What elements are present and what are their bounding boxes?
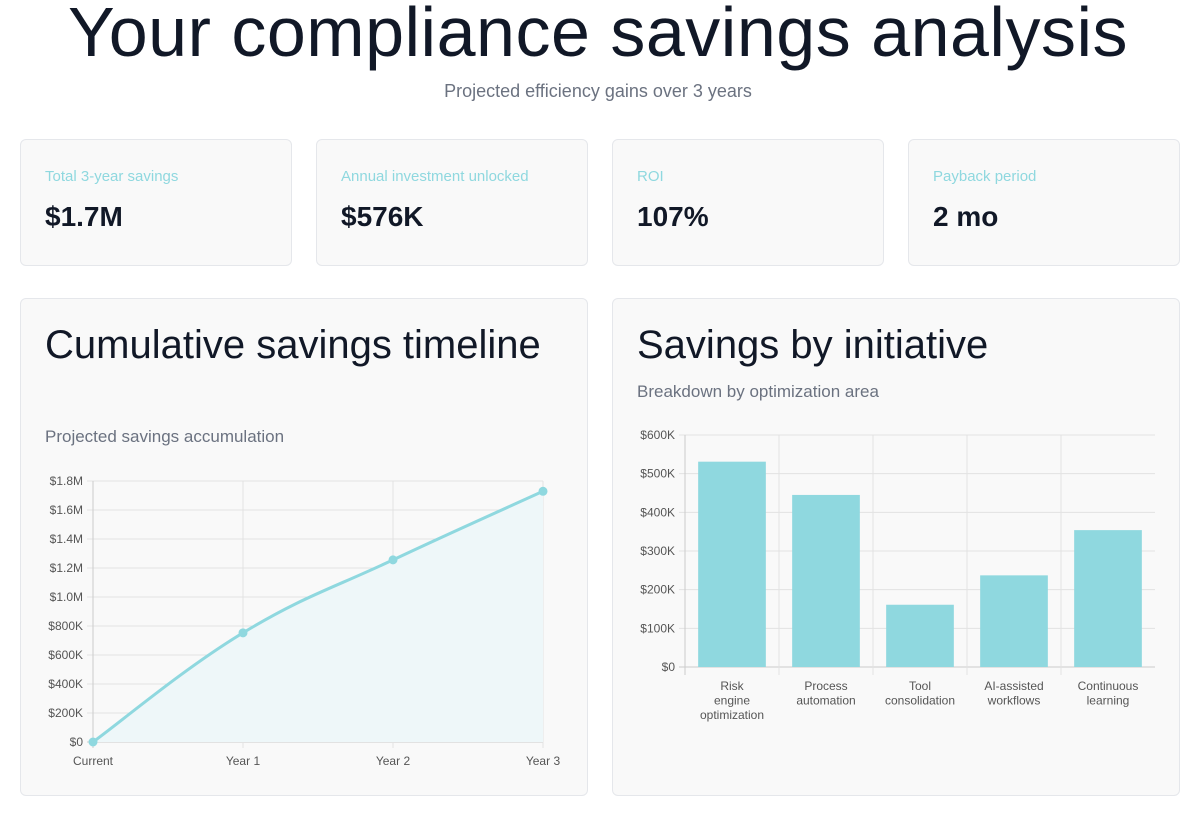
y-tick-label: $800K (48, 619, 83, 633)
x-tick-label: AI-assisted (984, 679, 1043, 693)
x-tick-label: Year 2 (376, 754, 411, 768)
metric-value: 2 mo (933, 201, 999, 232)
x-tick-label: automation (796, 694, 855, 708)
metric-card-roi: ROI 107% (612, 139, 884, 266)
x-tick-label: optimization (700, 708, 764, 722)
y-tick-label: $600K (48, 648, 83, 662)
data-point (538, 486, 548, 496)
y-tick-label: $100K (640, 621, 675, 635)
data-point (88, 737, 98, 747)
x-tick-label: Current (73, 754, 114, 768)
x-tick-label: Risk (720, 679, 744, 693)
bar (980, 575, 1048, 667)
x-tick-label: engine (714, 694, 750, 708)
x-tick-label: workflows (987, 694, 1041, 708)
area-fill (93, 491, 543, 742)
y-tick-label: $200K (48, 706, 83, 720)
bar (1074, 530, 1142, 667)
metric-value: $1.7M (45, 201, 123, 232)
x-tick-label: learning (1087, 694, 1130, 708)
y-tick-label: $500K (640, 467, 675, 481)
y-tick-label: $400K (48, 677, 83, 691)
metric-label: ROI (637, 168, 664, 185)
metric-label: Payback period (933, 168, 1037, 185)
metric-card-total-savings: Total 3-year savings $1.7M (20, 139, 292, 266)
initiative-title: Savings by initiative (637, 323, 989, 367)
y-tick-label: $1.0M (50, 590, 83, 604)
y-tick-label: $1.4M (50, 532, 83, 546)
y-tick-label: $200K (640, 583, 675, 597)
x-tick-label: Tool (909, 679, 931, 693)
bar (886, 604, 954, 667)
y-tick-label: $300K (640, 544, 675, 558)
data-point (238, 628, 248, 638)
data-point (388, 555, 398, 565)
bar (792, 494, 860, 667)
metric-label: Annual investment unlocked (341, 168, 529, 185)
y-tick-label: $1.6M (50, 503, 83, 517)
series-line (92, 489, 544, 744)
metric-label: Total 3-year savings (45, 168, 179, 185)
metric-value: $576K (341, 201, 424, 232)
x-tick-label: Process (804, 679, 847, 693)
initiative-description: Breakdown by optimization area (637, 382, 879, 401)
page-subtitle: Projected efficiency gains over 3 years (444, 81, 752, 101)
y-tick-label: $0 (662, 660, 676, 674)
x-tick-label: Continuous (1078, 679, 1139, 693)
metric-card-annual-investment: Annual investment unlocked $576K (316, 139, 588, 266)
x-tick-label: Year 1 (226, 754, 261, 768)
page-title: Your compliance savings analysis (67, 0, 1129, 71)
y-tick-label: $400K (640, 505, 675, 519)
y-tick-label: $0 (70, 735, 84, 749)
timeline-title: Cumulative savings timeline (45, 323, 541, 367)
timeline-description: Projected savings accumulation (45, 427, 285, 446)
y-tick-label: $1.2M (50, 561, 83, 575)
y-tick-label: $600K (640, 428, 675, 442)
metric-value: 107% (637, 201, 709, 232)
y-tick-label: $1.8M (50, 474, 83, 488)
metric-card-payback: Payback period 2 mo (908, 139, 1180, 266)
x-tick-label: consolidation (885, 694, 955, 708)
x-tick-label: Year 3 (526, 754, 561, 768)
bar (698, 461, 766, 667)
